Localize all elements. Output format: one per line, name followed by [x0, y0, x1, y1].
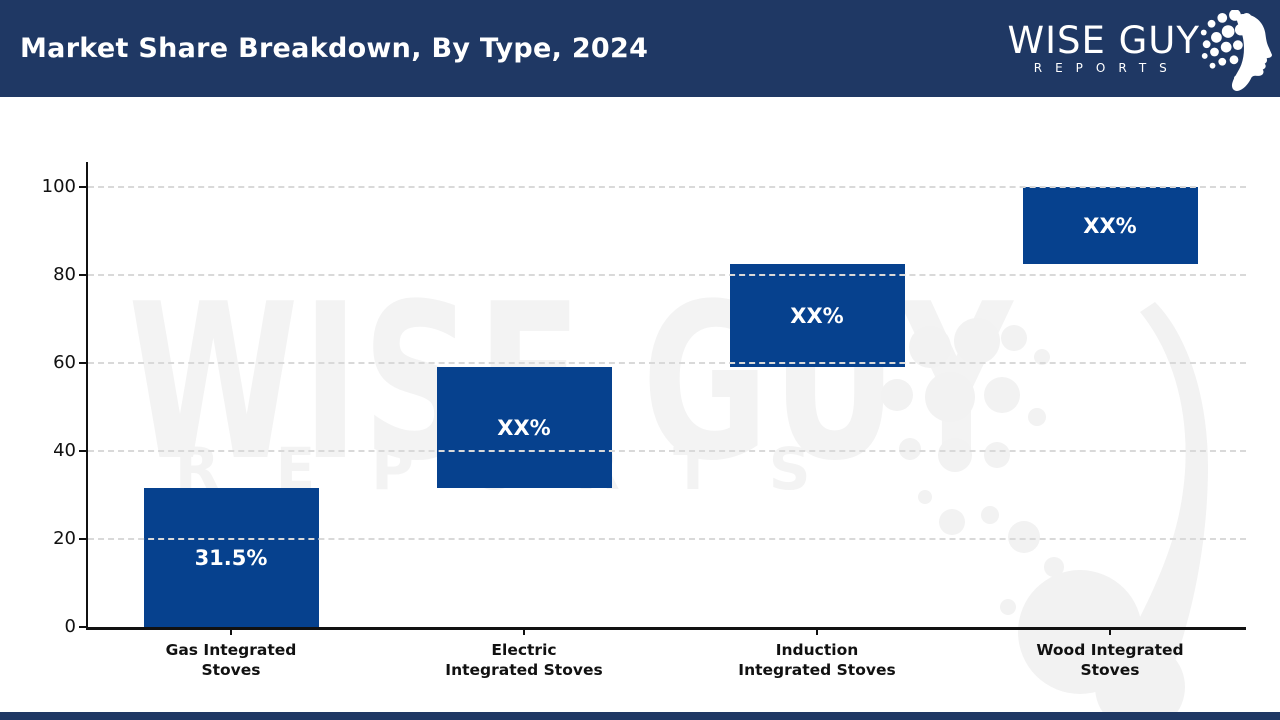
x-axis-category-label: Gas Integrated Stoves [91, 640, 371, 680]
x-axis-tick [523, 630, 525, 635]
x-axis-category-label: Induction Integrated Stoves [677, 640, 957, 680]
bar-electric-integrated-stoves: XX% [436, 367, 612, 489]
x-axis-tick [230, 630, 232, 635]
logo-wordmark: WISE GUY REPORTS [1007, 19, 1200, 76]
y-axis-tick-label: 40 [53, 440, 76, 461]
y-axis-tick-label: 20 [53, 528, 76, 549]
footer-bar [0, 712, 1280, 720]
page-title: Market Share Breakdown, By Type, 2024 [20, 33, 649, 64]
x-axis-category-line: Stoves [1080, 661, 1140, 679]
plot-area: 0 20 40 60 80 100 31.5% Gas Integrated Stoves XX%… [0, 97, 1280, 712]
header-banner: Market Share Breakdown, By Type, 2024 WI… [0, 0, 1280, 97]
face-profile-dots-icon [1200, 10, 1272, 91]
y-axis-tick-label: 60 [53, 352, 76, 373]
y-axis-tick-label: 0 [64, 616, 76, 637]
bar-value-label: 31.5% [194, 545, 268, 570]
logo-wordmark-main: WISE GUY [1007, 19, 1200, 62]
y-axis-tick [79, 538, 87, 540]
x-axis-category-line: Wood Integrated [1036, 641, 1184, 659]
y-axis-tick-label: 100 [41, 176, 76, 197]
x-axis-line [86, 627, 1246, 630]
x-axis-category-line: Electric [491, 641, 557, 659]
x-axis-category-line: Induction [775, 641, 859, 659]
bar-induction-integrated-stoves: XX% [729, 264, 905, 368]
y-axis-tick [79, 186, 87, 188]
bar-value-label: XX% [790, 303, 844, 328]
wise-guy-logo: WISE GUY REPORTS [1004, 6, 1272, 92]
gridline [88, 450, 1246, 452]
y-axis-line [86, 162, 88, 629]
logo-wordmark-sub: REPORTS [1033, 61, 1180, 75]
bar-value-label: XX% [497, 415, 551, 440]
gridline [88, 538, 1246, 540]
face-profile-dots-watermark-icon [881, 302, 1208, 712]
y-axis-tick [79, 450, 87, 452]
gridline [88, 274, 1246, 276]
x-axis-category-line: Gas Integrated [165, 641, 297, 659]
y-axis-tick [79, 626, 87, 628]
bar-value-label: XX% [1083, 213, 1137, 238]
bar-wood-integrated-stoves: XX% [1022, 187, 1198, 264]
x-axis-tick [1109, 630, 1111, 635]
x-axis-category-line: Integrated Stoves [445, 661, 603, 679]
y-axis-tick [79, 362, 87, 364]
bar-gas-integrated-stoves: 31.5% [143, 488, 319, 627]
x-axis-category-line: Integrated Stoves [738, 661, 896, 679]
x-axis-category-label: Wood Integrated Stoves [970, 640, 1250, 680]
x-axis-tick [816, 630, 818, 635]
x-axis-category-line: Stoves [201, 661, 261, 679]
y-axis-tick [79, 274, 87, 276]
y-axis-tick-label: 80 [53, 264, 76, 285]
x-axis-category-label: Electric Integrated Stoves [384, 640, 664, 680]
gridline [88, 362, 1246, 364]
gridline [88, 186, 1246, 188]
